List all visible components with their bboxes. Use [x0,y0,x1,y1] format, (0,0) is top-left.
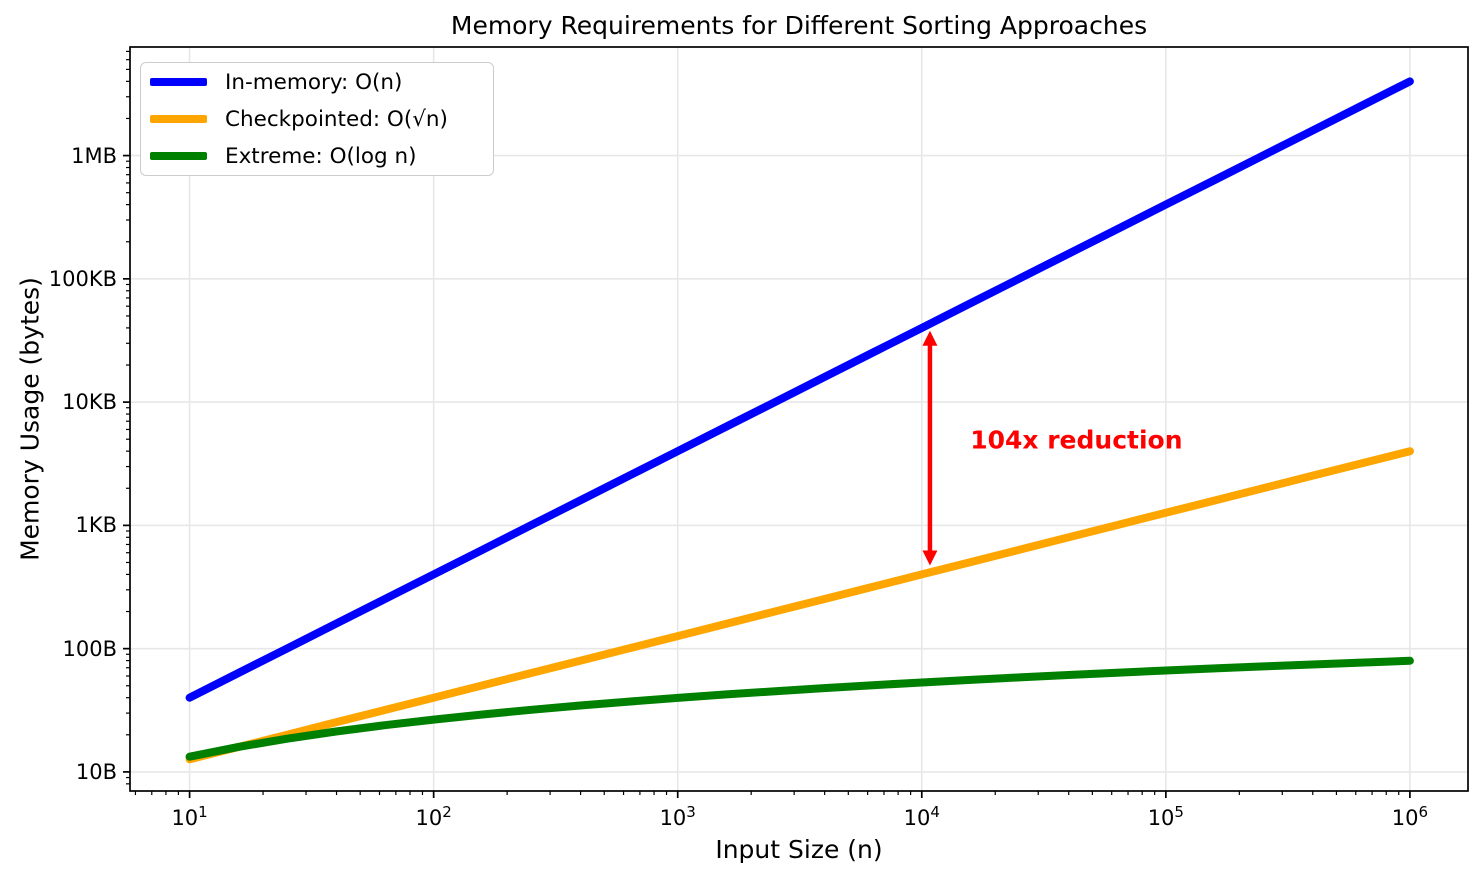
y-tick-label: 1KB [75,513,117,538]
x-tick-label: 103 [659,803,696,830]
legend-entry-extreme: Extreme: O(log n) [141,138,493,175]
legend-entry-checkpointed: Checkpointed: O(√n) [141,101,493,138]
reduction-annotation: 104x reduction [970,425,1183,455]
x-axis-label: Input Size (n) [715,835,883,864]
y-tick-label: 100B [62,636,118,661]
legend-label: In-memory: O(n) [225,69,403,95]
blue-line-sample-icon [150,78,207,86]
legend: In-memory: O(n) Checkpointed: O(√n) Extr… [140,62,494,176]
x-tick-label: 102 [415,803,452,830]
x-tick-label: 105 [1147,803,1184,830]
legend-label: Checkpointed: O(√n) [225,106,448,132]
green-line-sample-icon [150,152,207,160]
y-tick-label: 1MB [71,143,117,168]
x-tick-label: 101 [171,803,208,830]
y-tick-label: 10KB [62,390,117,415]
orange-line-sample-icon [150,115,207,123]
y-tick-label: 10B [75,759,117,784]
x-tick-label: 104 [903,803,940,830]
legend-entry-in-memory: In-memory: O(n) [141,64,493,101]
chart-title: Memory Requirements for Different Sortin… [450,11,1148,40]
y-tick-label: 100KB [48,266,117,291]
legend-label: Extreme: O(log n) [225,143,417,169]
x-tick-label: 106 [1391,803,1429,830]
